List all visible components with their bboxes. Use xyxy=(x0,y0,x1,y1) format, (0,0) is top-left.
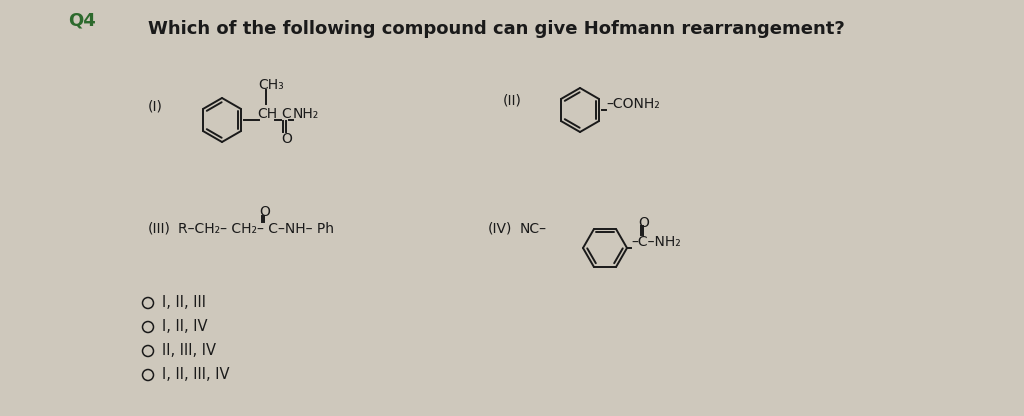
Text: O: O xyxy=(638,216,649,230)
Text: I, II, IV: I, II, IV xyxy=(162,319,208,334)
Text: O: O xyxy=(281,132,292,146)
Text: Which of the following compound can give Hofmann rearrangement?: Which of the following compound can give… xyxy=(148,20,845,38)
Text: I, II, III: I, II, III xyxy=(162,295,206,310)
Text: (I): (I) xyxy=(148,100,163,114)
Text: C: C xyxy=(281,107,291,121)
Text: O: O xyxy=(259,205,270,219)
Text: (II): (II) xyxy=(503,93,522,107)
Text: –CONH₂: –CONH₂ xyxy=(606,97,659,111)
Text: –C–NH₂: –C–NH₂ xyxy=(631,235,681,249)
Text: (IV): (IV) xyxy=(488,222,512,236)
Text: I, II, III, IV: I, II, III, IV xyxy=(162,367,229,382)
Text: R–CH₂– CH₂– C–NH– Ph: R–CH₂– CH₂– C–NH– Ph xyxy=(178,222,334,236)
Text: CH: CH xyxy=(257,107,278,121)
Text: NC–: NC– xyxy=(520,222,547,236)
Text: CH₃: CH₃ xyxy=(258,78,284,92)
Text: Q4: Q4 xyxy=(68,12,96,30)
Text: NH₂: NH₂ xyxy=(293,107,319,121)
Text: (III): (III) xyxy=(148,222,171,236)
Text: II, III, IV: II, III, IV xyxy=(162,343,216,358)
